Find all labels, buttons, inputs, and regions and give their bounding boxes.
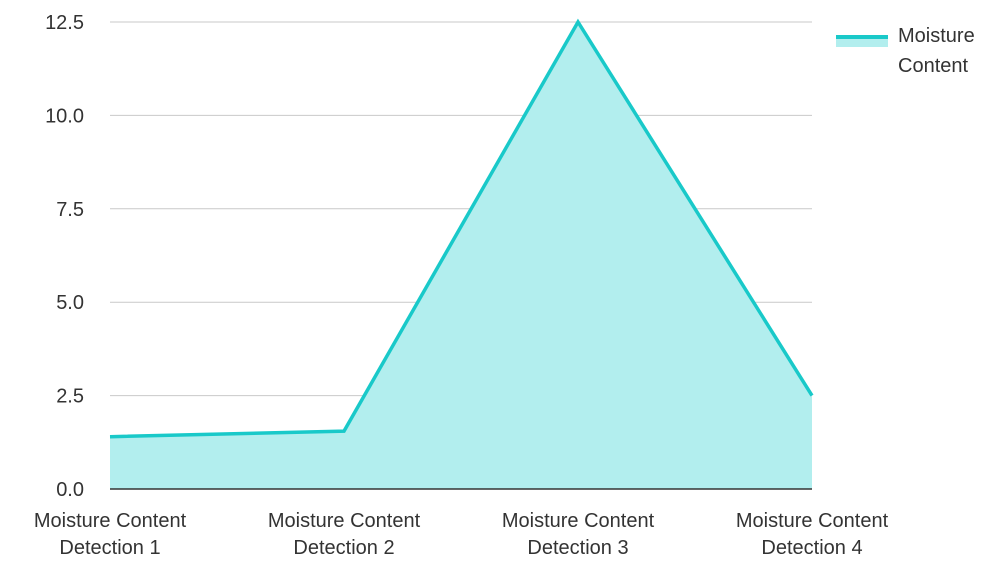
series-area-fill [110, 22, 812, 489]
x-tick-label: Detection 1 [59, 537, 160, 559]
x-tick-label: Moisture Content [736, 510, 889, 532]
y-tick-label: 7.5 [56, 199, 84, 221]
legend: Moisture Content [836, 25, 975, 77]
x-tick-label: Moisture Content [502, 510, 655, 532]
y-tick-label: 0.0 [56, 479, 84, 501]
y-tick-label: 12.5 [45, 12, 84, 34]
y-tick-label: 5.0 [56, 292, 84, 314]
legend-label: Content [898, 55, 968, 77]
x-tick-label: Detection 3 [527, 537, 628, 559]
x-axis: Moisture Content Detection 1 Moisture Cont… [34, 488, 889, 559]
legend-swatch-fill [836, 38, 888, 47]
series-line [109, 18, 814, 439]
y-axis: 0.0 2.5 5.0 7.5 10.0 12.5 [45, 12, 84, 501]
x-tick-label: Moisture Content [268, 510, 421, 532]
x-tick-label: Detection 2 [293, 537, 394, 559]
legend-label: Moisture [898, 25, 975, 47]
x-tick-label: Moisture Content [34, 510, 187, 532]
area-series [109, 18, 814, 489]
y-tick-label: 2.5 [56, 386, 84, 408]
y-tick-label: 10.0 [45, 105, 84, 127]
x-tick-label: Detection 4 [761, 537, 862, 559]
